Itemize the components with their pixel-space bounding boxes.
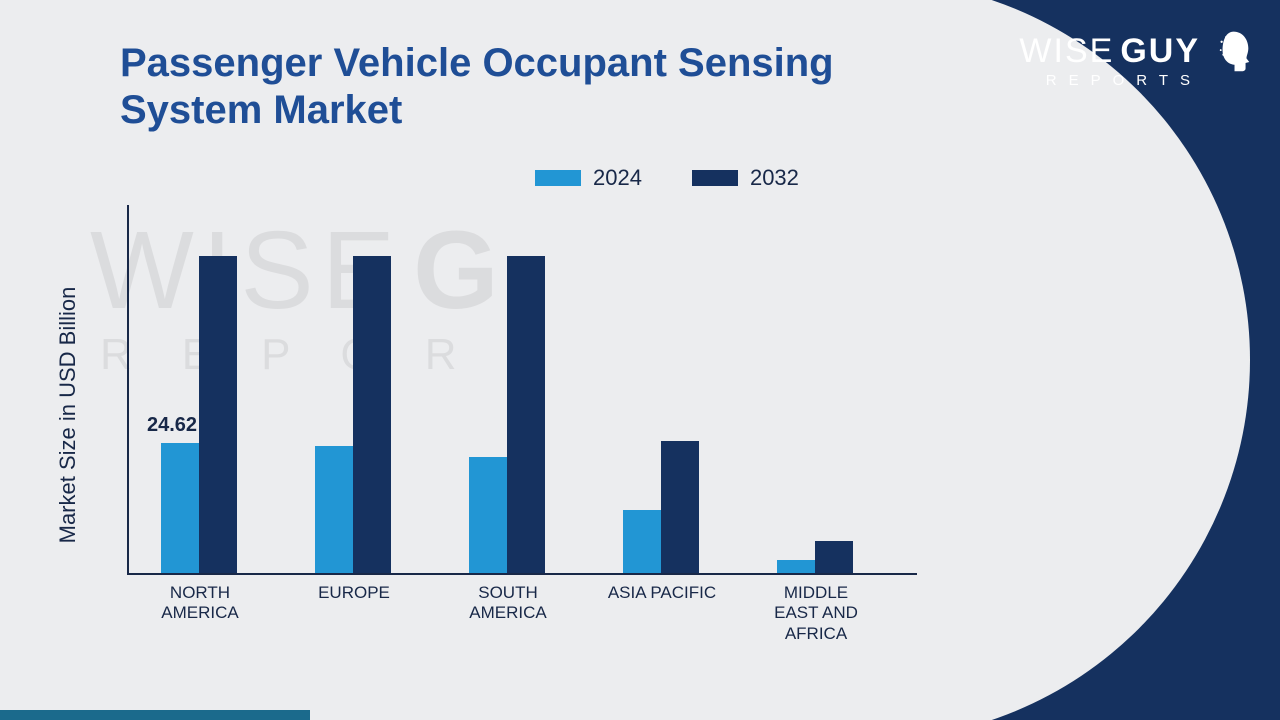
- bar-2024: [315, 446, 353, 573]
- legend-item-2032: 2032: [692, 165, 799, 191]
- chart-legend: 2024 2032: [535, 165, 799, 191]
- x-axis-label: EUROPE: [299, 583, 409, 603]
- legend-label-b: 2032: [750, 165, 799, 191]
- bar-2032: [507, 256, 545, 573]
- x-axis-label: MIDDLE EAST AND AFRICA: [761, 583, 871, 644]
- brand-logo: WISE GUY REPORTS: [1019, 28, 1252, 89]
- x-axis-label: SOUTH AMERICA: [453, 583, 563, 624]
- bar-2024: [161, 443, 199, 573]
- logo-text-guy: GUY: [1120, 32, 1200, 71]
- page-root: WISE GUY REPORTS Passenger Vehicle Occup…: [0, 0, 1280, 720]
- chart-title: Passenger Vehicle Occupant Sensing Syste…: [120, 40, 840, 134]
- x-axis-labels: NORTH AMERICA EUROPE SOUTH AMERICA ASIA PAC…: [127, 583, 917, 693]
- legend-swatch-b: [692, 170, 738, 186]
- bar-2032: [661, 441, 699, 573]
- right-panel: [960, 0, 1280, 720]
- bar-2024: [469, 457, 507, 573]
- y-axis-label: Market Size in USD Billion: [55, 287, 81, 544]
- bar-2032: [199, 256, 237, 573]
- bar-2024: [623, 510, 661, 573]
- logo-subtext: REPORTS: [1019, 72, 1252, 89]
- logo-text-wise: WISE: [1019, 32, 1114, 71]
- data-label: 24.62: [147, 414, 197, 437]
- head-icon: [1206, 28, 1252, 74]
- x-axis-label: NORTH AMERICA: [145, 583, 255, 624]
- bar-2032: [815, 541, 853, 573]
- plot-region: 24.62: [127, 205, 917, 575]
- x-axis-label: ASIA PACIFIC: [607, 583, 717, 603]
- chart-area: Market Size in USD Billion 2024 2032 24.…: [55, 165, 925, 695]
- legend-swatch-a: [535, 170, 581, 186]
- bar-2024: [777, 560, 815, 573]
- legend-item-2024: 2024: [535, 165, 642, 191]
- bar-2032: [353, 256, 391, 573]
- bottom-accent-bar: [0, 710, 310, 720]
- legend-label-a: 2024: [593, 165, 642, 191]
